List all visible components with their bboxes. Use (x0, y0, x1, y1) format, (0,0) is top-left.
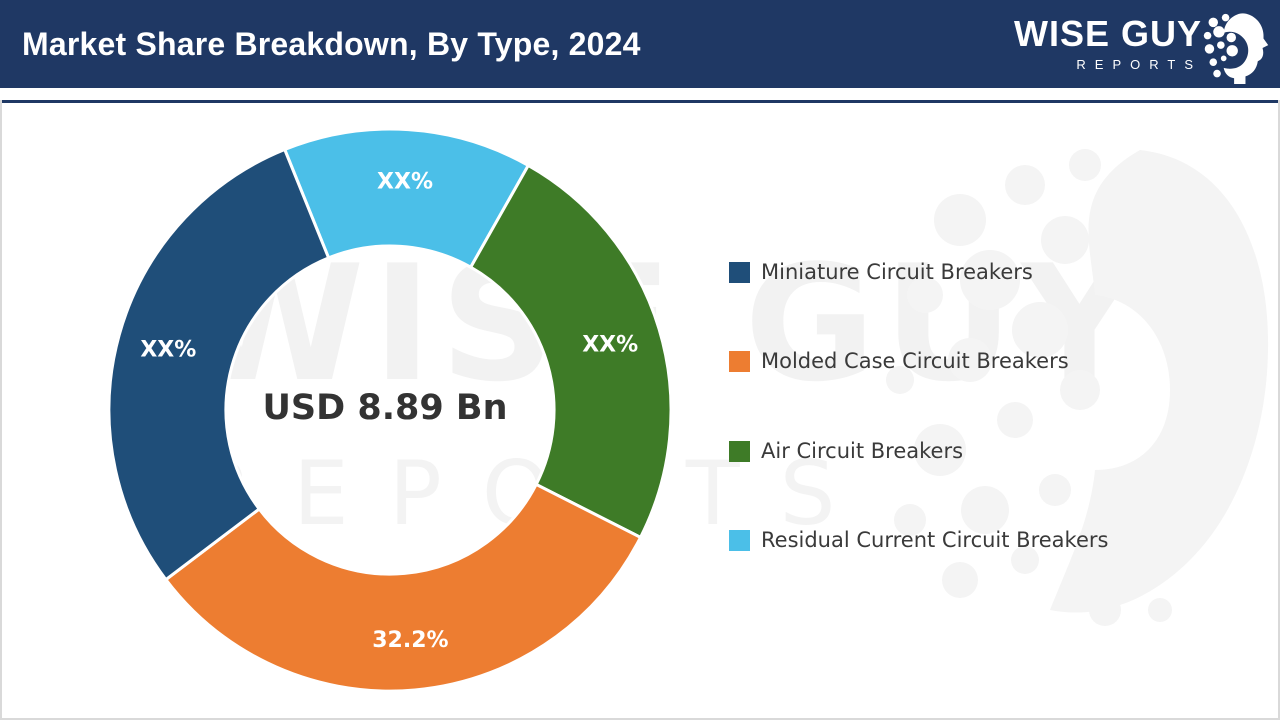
frame-border-bottom (0, 718, 1280, 720)
donut-segment-3 (163, 482, 643, 693)
logo-subtitle: REPORTS (1076, 57, 1202, 72)
segment-label: XX% (140, 338, 196, 363)
frame-border-left (0, 100, 2, 720)
segment-label: XX% (582, 333, 638, 358)
legend-label: Air Circuit Breakers (761, 439, 964, 463)
legend-label: Molded Case Circuit Breakers (761, 349, 1069, 373)
wiseguy-logo: WISE GUY REPORTS (1014, 14, 1202, 74)
legend-swatch (729, 261, 750, 283)
legend-item-1: Miniature Circuit Breakers (729, 257, 1033, 287)
legend-swatch (729, 529, 750, 551)
legend-label: Miniature Circuit Breakers (761, 260, 1033, 284)
legend-item-2: Molded Case Circuit Breakers (729, 346, 1069, 376)
segment-label: XX% (377, 169, 433, 194)
donut-segment-1 (282, 127, 531, 270)
donut-segment-4 (107, 147, 331, 582)
legend-swatch (729, 440, 750, 462)
legend-item-3: Air Circuit Breakers (729, 436, 963, 466)
legend-label: Residual Current Circuit Breakers (761, 528, 1109, 552)
header-accent-rule (0, 100, 1280, 103)
legend-swatch (729, 350, 750, 372)
header-bar: Market Share Breakdown, By Type, 2024 WI… (0, 0, 1280, 103)
logo-wordmark: WISE GUY (1013, 13, 1202, 54)
wiseguy-face-icon (1203, 13, 1269, 84)
legend-item-4: Residual Current Circuit Breakers (729, 525, 1108, 555)
frame-border-right (1278, 100, 1280, 720)
segment-label: 32.2% (372, 628, 448, 653)
donut-segment-2 (468, 163, 673, 540)
page-title: Market Share Breakdown, By Type, 2024 (22, 26, 641, 62)
chart-center-value: USD 8.89 Bn (262, 388, 508, 428)
watermark-face (886, 149, 1269, 626)
